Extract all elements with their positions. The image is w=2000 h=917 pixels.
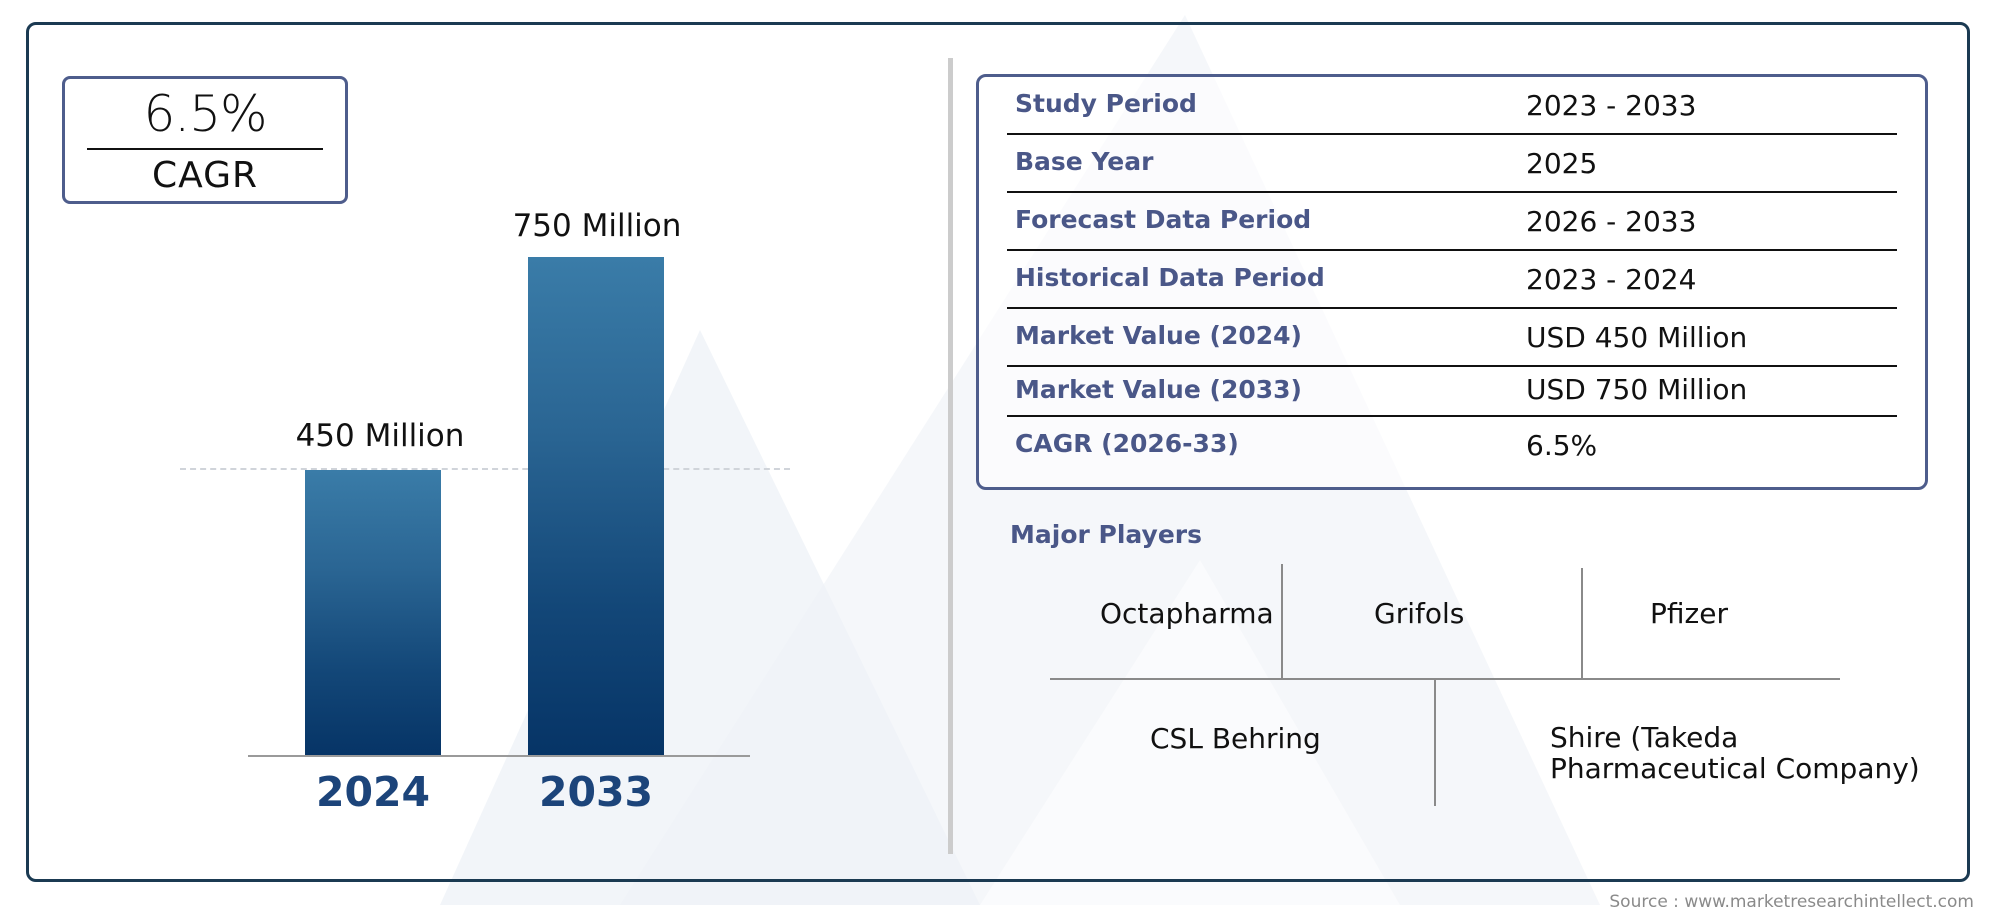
cagr-value: 6.5% bbox=[143, 85, 267, 143]
row-value: USD 450 Million bbox=[1526, 321, 1748, 354]
reference-dashed-line bbox=[180, 468, 790, 470]
player-pfizer: Pfizer bbox=[1650, 597, 1728, 630]
row-value: 2023 - 2033 bbox=[1526, 89, 1697, 122]
row-value: 2025 bbox=[1526, 147, 1598, 180]
row-key: Forecast Data Period bbox=[1015, 205, 1312, 234]
row-key: Base Year bbox=[1015, 147, 1154, 176]
major-players-title: Major Players bbox=[1010, 520, 1202, 549]
row-key: Historical Data Period bbox=[1015, 263, 1325, 292]
row-value: 2023 - 2024 bbox=[1526, 263, 1697, 296]
cagr-label: CAGR bbox=[151, 155, 259, 196]
row-key: Market Value (2024) bbox=[1015, 321, 1302, 350]
players-divider bbox=[1434, 680, 1436, 806]
x-axis-label-2024: 2024 bbox=[315, 768, 431, 816]
table-row: Study Period 2023 - 2033 bbox=[1007, 77, 1897, 135]
bar-value-label-2024: 450 Million bbox=[295, 418, 465, 454]
player-shire-line1: Shire (Takeda bbox=[1550, 721, 1739, 754]
row-key: CAGR (2026-33) bbox=[1015, 429, 1239, 458]
row-value: 2026 - 2033 bbox=[1526, 205, 1697, 238]
x-axis-label-2033: 2033 bbox=[538, 768, 654, 816]
player-csl-behring: CSL Behring bbox=[1150, 722, 1321, 755]
market-info-table: Study Period 2023 - 2033 Base Year 2025 … bbox=[976, 74, 1928, 490]
row-value: USD 750 Million bbox=[1526, 373, 1748, 406]
table-row: Market Value (2033) USD 750 Million bbox=[1007, 367, 1897, 417]
panel-divider bbox=[948, 58, 953, 854]
table-row: Historical Data Period 2023 - 2024 bbox=[1007, 251, 1897, 309]
players-divider bbox=[1581, 568, 1583, 678]
player-grifols: Grifols bbox=[1374, 597, 1465, 630]
table-row: CAGR (2026-33) 6.5% bbox=[1007, 417, 1897, 475]
bar-2033 bbox=[528, 257, 664, 756]
player-shire-takeda: Shire (Takeda Pharmaceutical Company) bbox=[1550, 722, 1920, 784]
bar-2024 bbox=[305, 470, 441, 756]
player-shire-line2: Pharmaceutical Company) bbox=[1550, 752, 1920, 785]
row-key: Study Period bbox=[1015, 89, 1197, 118]
players-divider bbox=[1050, 678, 1840, 680]
table-row: Base Year 2025 bbox=[1007, 135, 1897, 193]
bar-value-label-2033: 750 Million bbox=[512, 208, 682, 244]
source-credit: Source : www.marketresearchintellect.com bbox=[1609, 892, 1974, 912]
cagr-divider bbox=[87, 148, 323, 150]
players-divider bbox=[1281, 564, 1283, 678]
chart-baseline bbox=[248, 755, 750, 757]
cagr-summary-box: 6.5% CAGR bbox=[62, 76, 348, 204]
table-row: Forecast Data Period 2026 - 2033 bbox=[1007, 193, 1897, 251]
row-value: 6.5% bbox=[1526, 429, 1598, 462]
table-row: Market Value (2024) USD 450 Million bbox=[1007, 309, 1897, 367]
player-octapharma: Octapharma bbox=[1100, 597, 1274, 630]
row-key: Market Value (2033) bbox=[1015, 375, 1302, 404]
